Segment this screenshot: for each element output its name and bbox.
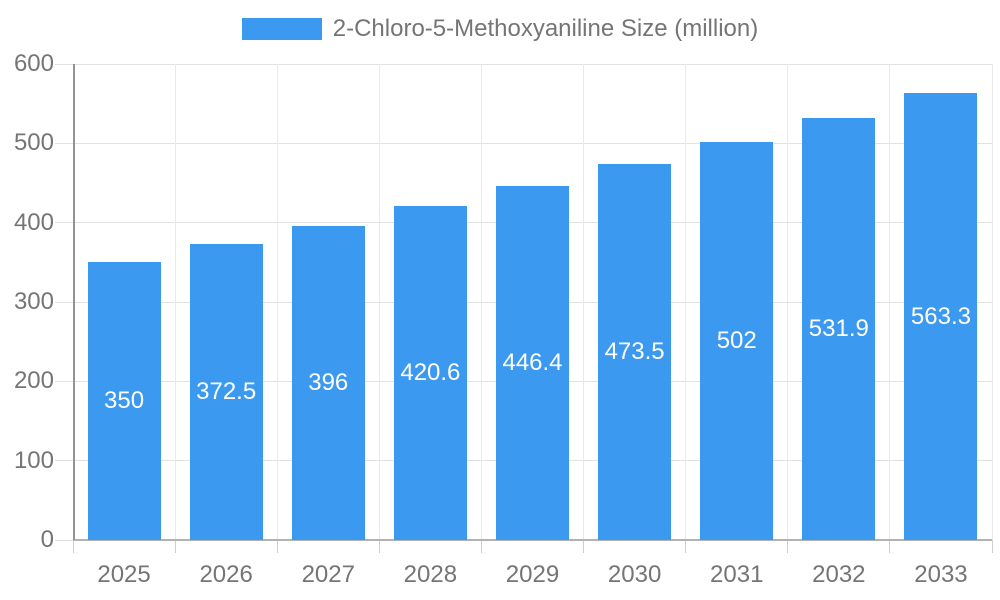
plot-area: 350 2025 372.5 2026 396 2027 420.6 2028 446.4 202… (55, 63, 993, 588)
x-axis-line (73, 539, 992, 541)
gridline-vertical (889, 64, 891, 540)
x-axis-tick (991, 540, 993, 553)
bar-value-label: 420.6 (400, 359, 461, 387)
bar-2029[interactable]: 446.4 (496, 185, 569, 540)
y-axis-line (73, 64, 75, 540)
x-axis-tick-label: 2027 (301, 561, 355, 588)
bar-2033[interactable]: 563.3 (904, 93, 978, 540)
gridline-vertical (174, 64, 176, 540)
bar-2027[interactable]: 396 (291, 225, 365, 540)
y-axis-tick-label: 400 (13, 208, 54, 236)
bar-2031[interactable]: 502 (700, 141, 774, 540)
bar-2026[interactable]: 372.5 (189, 244, 263, 540)
bar-value-label: 396 (308, 368, 349, 396)
y-axis-tick-label: 600 (13, 50, 54, 77)
x-axis-tick (174, 540, 176, 553)
y-axis-tick-label: 100 (13, 446, 54, 474)
legend[interactable]: 2-Chloro-5-Methoxyaniline Size (million) (0, 15, 1000, 43)
x-axis-tick-label: 2025 (97, 561, 151, 588)
x-axis-tick (72, 540, 74, 553)
gridline-vertical (480, 64, 482, 540)
y-axis-tick-label: 500 (13, 129, 54, 157)
gridline-horizontal (55, 142, 992, 144)
bar-value-label: 531.9 (808, 315, 869, 343)
gridline-vertical (378, 64, 380, 540)
bar-value-label: 350 (104, 387, 145, 415)
bar-value-label: 563.3 (910, 302, 971, 330)
bar-2030[interactable]: 473.5 (598, 164, 672, 540)
bar-value-label: 372.5 (196, 378, 257, 406)
x-axis-tick (378, 540, 380, 553)
x-axis-tick (787, 540, 789, 553)
x-axis-tick-label: 2026 (199, 561, 253, 588)
bar-value-label: 473.5 (604, 338, 665, 366)
x-axis-tick (480, 540, 482, 553)
gridline-vertical (583, 64, 585, 540)
y-axis-tick-label: 0 (40, 526, 54, 553)
x-axis-tick-label: 2030 (607, 561, 662, 588)
x-axis-tick-label: 2032 (812, 561, 866, 588)
legend-swatch (241, 18, 322, 40)
y-axis-tick-label: 300 (13, 288, 54, 315)
x-axis-tick (685, 540, 687, 553)
bar-2025[interactable]: 350 (87, 262, 161, 540)
bar-value-label: 502 (716, 326, 757, 354)
y-axis-tick-label: 200 (13, 367, 54, 395)
legend-label: 2-Chloro-5-Methoxyaniline Size (million) (332, 15, 759, 42)
x-axis-tick (583, 540, 585, 553)
bar-2028[interactable]: 420.6 (393, 206, 467, 540)
x-axis-tick (889, 540, 891, 553)
x-axis-tick-label: 2029 (505, 561, 560, 588)
x-axis-tick-label: 2028 (403, 561, 458, 588)
gridline-vertical (787, 64, 789, 540)
bar-value-label: 446.4 (502, 348, 563, 376)
gridline-vertical (276, 64, 278, 540)
y-axis-labels: 0 100 200 300 400 500 600 (0, 50, 55, 553)
x-axis-tick-label: 2031 (710, 561, 764, 588)
bar-2032[interactable]: 531.9 (802, 118, 876, 540)
gridline-vertical (685, 64, 687, 540)
gridline-vertical (991, 64, 993, 540)
gridline-horizontal (55, 63, 992, 65)
x-axis-tick (276, 540, 278, 553)
x-axis-tick-label: 2033 (914, 561, 968, 588)
